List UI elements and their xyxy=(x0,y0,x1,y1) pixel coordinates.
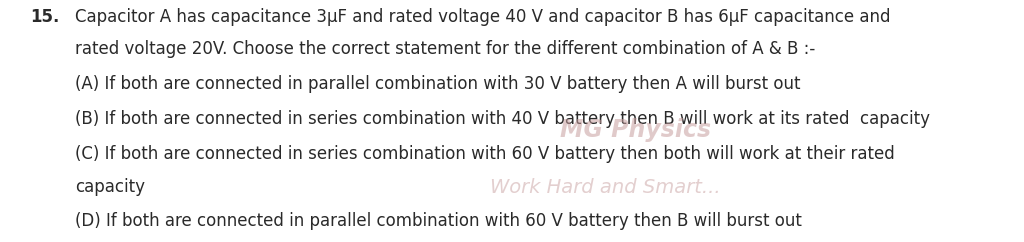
Text: Work Hard and Smart...: Work Hard and Smart... xyxy=(490,178,721,197)
Text: (A) If both are connected in parallel combination with 30 V battery then A will : (A) If both are connected in parallel co… xyxy=(75,75,801,93)
Text: MG Physics: MG Physics xyxy=(560,118,711,142)
Text: (C) If both are connected in series combination with 60 V battery then both will: (C) If both are connected in series comb… xyxy=(75,145,895,163)
Text: rated voltage 20V. Choose the correct statement for the different combination of: rated voltage 20V. Choose the correct st… xyxy=(75,40,815,58)
Text: (D) If both are connected in parallel combination with 60 V battery then B will : (D) If both are connected in parallel co… xyxy=(75,212,802,230)
Text: Capacitor A has capacitance 3μF and rated voltage 40 V and capacitor B has 6μF c: Capacitor A has capacitance 3μF and rate… xyxy=(75,8,891,26)
Text: capacity: capacity xyxy=(75,178,145,196)
Text: (B) If both are connected in series combination with 40 V battery then B will wo: (B) If both are connected in series comb… xyxy=(75,110,930,128)
Text: 15.: 15. xyxy=(30,8,59,26)
